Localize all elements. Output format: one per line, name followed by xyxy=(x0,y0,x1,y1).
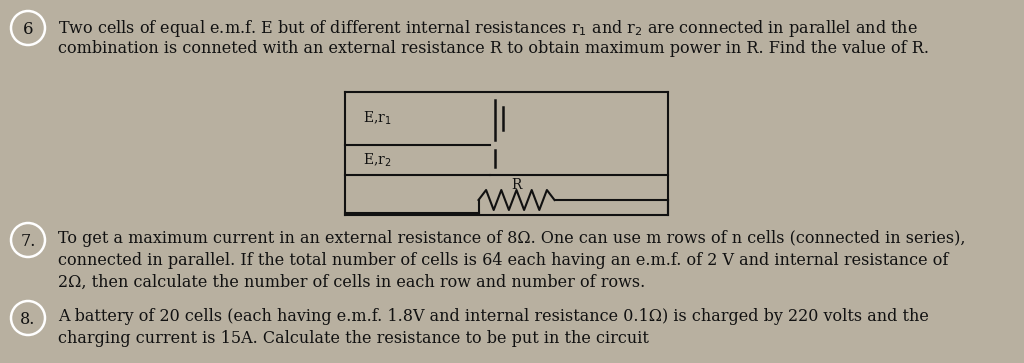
Text: E,r$_1$: E,r$_1$ xyxy=(362,110,391,127)
Text: E,r$_2$: E,r$_2$ xyxy=(362,151,391,169)
Text: 2Ω, then calculate the number of cells in each row and number of rows.: 2Ω, then calculate the number of cells i… xyxy=(58,274,645,291)
Text: 7.: 7. xyxy=(20,232,36,249)
Text: To get a maximum current in an external resistance of 8Ω. One can use m rows of : To get a maximum current in an external … xyxy=(58,230,966,247)
Text: 8.: 8. xyxy=(20,310,36,327)
Text: Two cells of equal e.m.f. E but of different internal resistances r$_1$ and r$_2: Two cells of equal e.m.f. E but of diffe… xyxy=(58,18,918,39)
Text: A battery of 20 cells (each having e.m.f. 1.8V and internal resistance 0.1Ω) is : A battery of 20 cells (each having e.m.f… xyxy=(58,308,929,325)
Text: charging current is 15A. Calculate the resistance to be put in the circuit: charging current is 15A. Calculate the r… xyxy=(58,330,649,347)
Text: 6: 6 xyxy=(23,20,33,37)
Text: R: R xyxy=(511,178,521,192)
Text: connected in parallel. If the total number of cells is 64 each having an e.m.f. : connected in parallel. If the total numb… xyxy=(58,252,948,269)
Text: combination is conneted with an external resistance R to obtain maximum power in: combination is conneted with an external… xyxy=(58,40,929,57)
